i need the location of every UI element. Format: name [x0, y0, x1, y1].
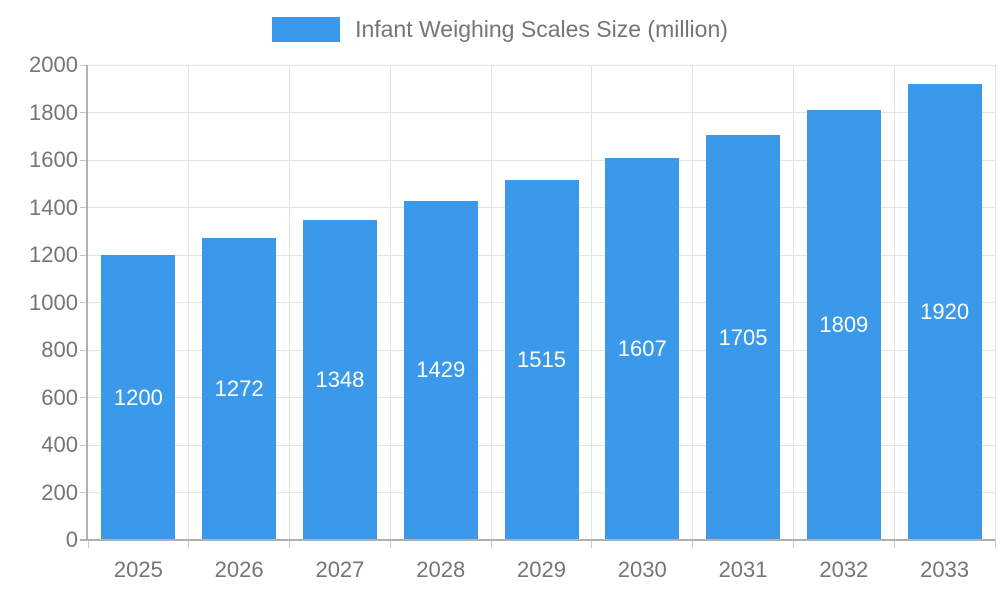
legend[interactable]: Infant Weighing Scales Size (million) — [0, 16, 1000, 43]
gridline-horizontal — [88, 159, 995, 161]
gridline-horizontal — [88, 112, 995, 113]
x-axis-tick — [87, 540, 89, 548]
x-axis-tick — [591, 540, 593, 548]
y-axis-label: 0 — [65, 527, 78, 552]
y-axis-label: 600 — [41, 384, 78, 410]
gridline-vertical — [893, 65, 895, 540]
legend-label: Infant Weighing Scales Size (million) — [355, 16, 728, 42]
legend-swatch — [272, 17, 341, 42]
y-axis-tick — [80, 444, 88, 446]
x-axis-label: 2032 — [819, 557, 869, 582]
bar[interactable] — [806, 110, 881, 540]
bar[interactable] — [302, 219, 377, 540]
gridline-vertical — [188, 65, 190, 540]
gridline-vertical — [389, 65, 391, 540]
x-axis-tick — [893, 540, 895, 548]
gridline-vertical — [289, 65, 291, 540]
y-axis-label: 400 — [41, 432, 78, 457]
y-axis-tick — [80, 349, 88, 351]
x-axis-line — [80, 539, 995, 541]
x-axis-tick — [994, 540, 996, 548]
bar[interactable] — [605, 158, 680, 540]
y-axis-tick — [80, 397, 88, 398]
y-axis-tick — [80, 112, 88, 113]
gridline-vertical — [792, 65, 794, 540]
y-axis-tick — [80, 64, 88, 66]
x-axis-label: 2028 — [416, 557, 466, 582]
y-axis-tick — [80, 159, 88, 161]
x-axis-label: 2027 — [315, 557, 365, 582]
gridline-vertical — [591, 65, 593, 540]
x-axis-label: 2030 — [617, 557, 667, 582]
bar[interactable] — [907, 84, 982, 540]
x-axis-tick — [792, 540, 794, 548]
x-axis-label: 2029 — [517, 557, 566, 582]
x-axis-label: 2025 — [113, 557, 163, 582]
y-axis-tick — [80, 207, 88, 208]
x-axis-tick — [389, 540, 391, 548]
x-axis-tick — [692, 540, 694, 548]
y-axis-label: 1200 — [29, 242, 78, 267]
x-axis-label: 2026 — [214, 557, 264, 582]
gridline-vertical — [692, 65, 694, 540]
gridline-vertical — [994, 65, 996, 540]
x-axis-label: 2033 — [920, 557, 970, 582]
y-axis-label: 800 — [41, 337, 78, 362]
y-axis-tick — [80, 492, 88, 493]
bar[interactable] — [706, 135, 781, 540]
y-axis-line — [86, 65, 88, 540]
y-axis-label: 2000 — [29, 52, 78, 77]
y-axis-tick — [80, 254, 88, 256]
x-axis-label: 2031 — [718, 557, 768, 582]
gridline-horizontal — [88, 64, 995, 66]
y-axis-label: 1000 — [29, 289, 78, 315]
x-axis-tick — [289, 540, 291, 548]
y-axis-label: 1400 — [29, 194, 78, 220]
x-axis-tick — [188, 540, 190, 548]
y-axis-tick — [80, 302, 88, 303]
bar[interactable] — [403, 200, 478, 540]
x-axis-tick — [490, 540, 492, 548]
bar[interactable] — [504, 180, 579, 540]
y-axis-label: 200 — [41, 479, 78, 505]
y-axis-label: 1800 — [29, 99, 78, 125]
y-axis-label: 1600 — [29, 147, 78, 172]
bar[interactable] — [202, 237, 277, 540]
gridline-vertical — [490, 65, 492, 540]
bar[interactable] — [101, 255, 176, 540]
